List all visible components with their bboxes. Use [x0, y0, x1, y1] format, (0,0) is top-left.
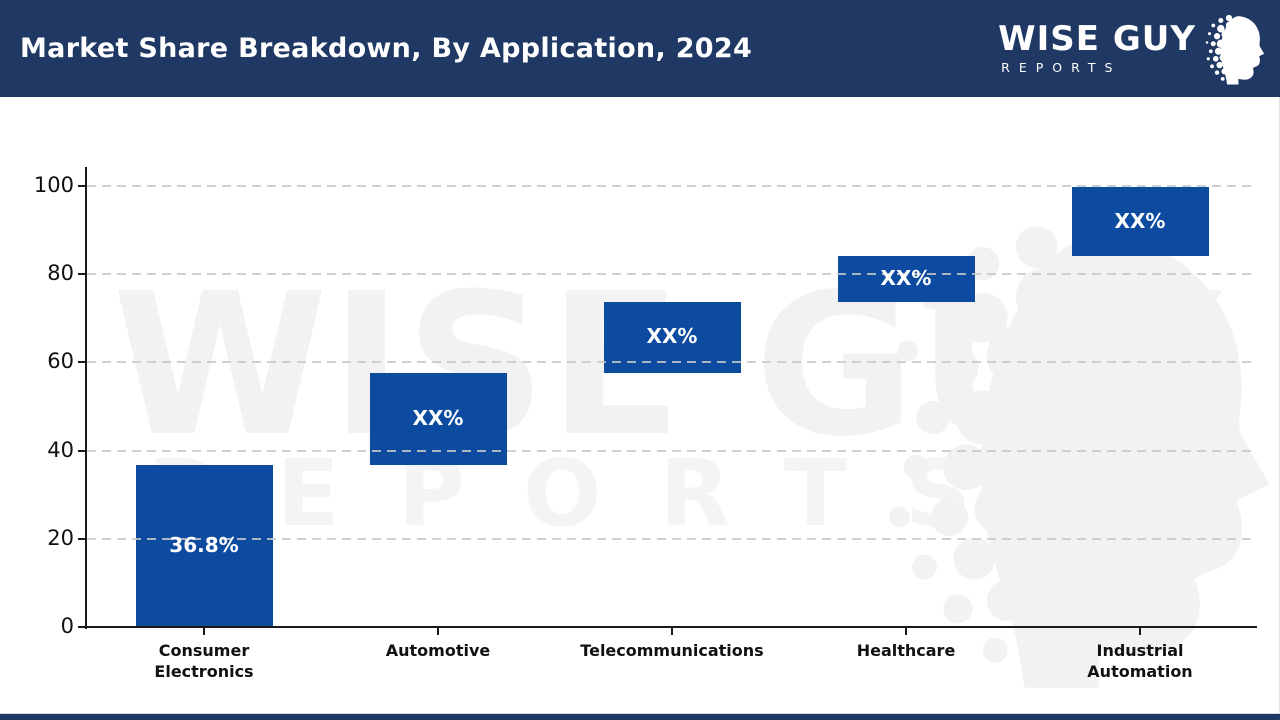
y-axis-line [85, 167, 87, 629]
bar-value-label: XX% [880, 266, 932, 291]
bar-consumer-electronics [135, 464, 273, 627]
brand-logo: WISE GUY REPORTS [998, 10, 1266, 88]
x-tick-mark [1139, 628, 1141, 635]
y-tick-mark [78, 626, 86, 628]
gridline [87, 185, 1257, 187]
bar-telecommunications [603, 302, 741, 373]
y-tick-label: 80 [47, 261, 74, 286]
gridline [87, 537, 1257, 540]
gridline [87, 273, 1257, 276]
dotted-head-logo-icon [1202, 12, 1266, 88]
header-bar: Market Share Breakdown, By Application, … [0, 0, 1280, 97]
y-tick-mark [78, 273, 86, 276]
x-tick-mark [203, 628, 205, 635]
x-tick-mark [671, 628, 673, 635]
footer-bar [0, 714, 1280, 720]
x-tick-mark [905, 628, 907, 635]
y-tick-label: 60 [47, 349, 74, 374]
y-tick-mark [78, 449, 86, 452]
brand-subname: REPORTS [1001, 60, 1122, 75]
x-category-label-automotive: Automotive [385, 641, 491, 660]
x-category-label-telecommunications: Telecommunications [580, 641, 764, 660]
gridline [87, 449, 1257, 452]
brand-name: WISE GUY [998, 19, 1196, 59]
bar-value-label: XX% [412, 405, 464, 430]
footer-hairline [0, 713, 1280, 714]
bar-value-label: XX% [1114, 208, 1166, 233]
x-tick-mark [437, 628, 439, 635]
gridline [87, 361, 1257, 364]
y-tick-label: 0 [60, 614, 74, 638]
y-tick-label: 100 [33, 173, 74, 197]
x-category-label-healthcare: Healthcare [856, 641, 956, 660]
x-category-label-industrial-automation: Industrial Automation [1087, 641, 1193, 681]
y-tick-mark [78, 537, 86, 540]
x-category-label-consumer-electronics: Consumer Electronics [154, 641, 254, 681]
bar-industrial-automation [1071, 186, 1209, 257]
bar-automotive [369, 372, 507, 465]
bar-value-label: XX% [646, 324, 698, 349]
bar-value-label: 36.8% [169, 532, 239, 557]
y-tick-mark [78, 185, 86, 187]
y-tick-label: 40 [47, 437, 74, 462]
y-tick-mark [78, 361, 86, 364]
watermark-head-icon [858, 214, 1280, 704]
bar-healthcare [837, 256, 975, 303]
y-tick-label: 20 [47, 525, 74, 550]
x-axis-line [85, 626, 1257, 628]
page-title: Market Share Breakdown, By Application, … [20, 33, 753, 64]
brand-logo-text: WISE GUY REPORTS [998, 22, 1196, 75]
